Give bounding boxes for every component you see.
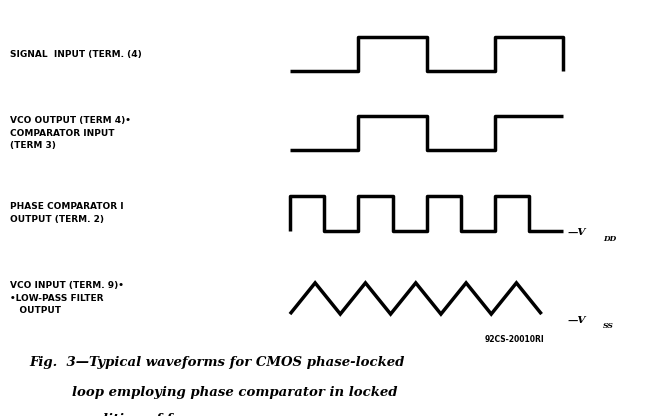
Text: SS: SS bbox=[603, 322, 614, 330]
Text: —V: —V bbox=[568, 228, 587, 238]
Text: Fig.  3—Typical waveforms for CMOS phase-locked: Fig. 3—Typical waveforms for CMOS phase-… bbox=[30, 356, 405, 369]
Text: PHASE COMPARATOR I
OUTPUT (TERM. 2): PHASE COMPARATOR I OUTPUT (TERM. 2) bbox=[10, 203, 123, 224]
Text: —V: —V bbox=[568, 316, 587, 325]
Text: VCO INPUT (TERM. 9)•
•LOW-PASS FILTER
   OUTPUT: VCO INPUT (TERM. 9)• •LOW-PASS FILTER OU… bbox=[10, 282, 124, 315]
Text: loop employing phase comparator in locked: loop employing phase comparator in locke… bbox=[72, 386, 398, 399]
Text: 92CS-20010RI: 92CS-20010RI bbox=[484, 334, 544, 344]
Text: condition of f: condition of f bbox=[72, 413, 173, 416]
Text: VCO OUTPUT (TERM 4)•
COMPARATOR INPUT
(TERM 3): VCO OUTPUT (TERM 4)• COMPARATOR INPUT (T… bbox=[10, 116, 130, 150]
Text: DD: DD bbox=[603, 235, 616, 243]
Text: SIGNAL  INPUT (TERM. (4): SIGNAL INPUT (TERM. (4) bbox=[10, 50, 142, 59]
